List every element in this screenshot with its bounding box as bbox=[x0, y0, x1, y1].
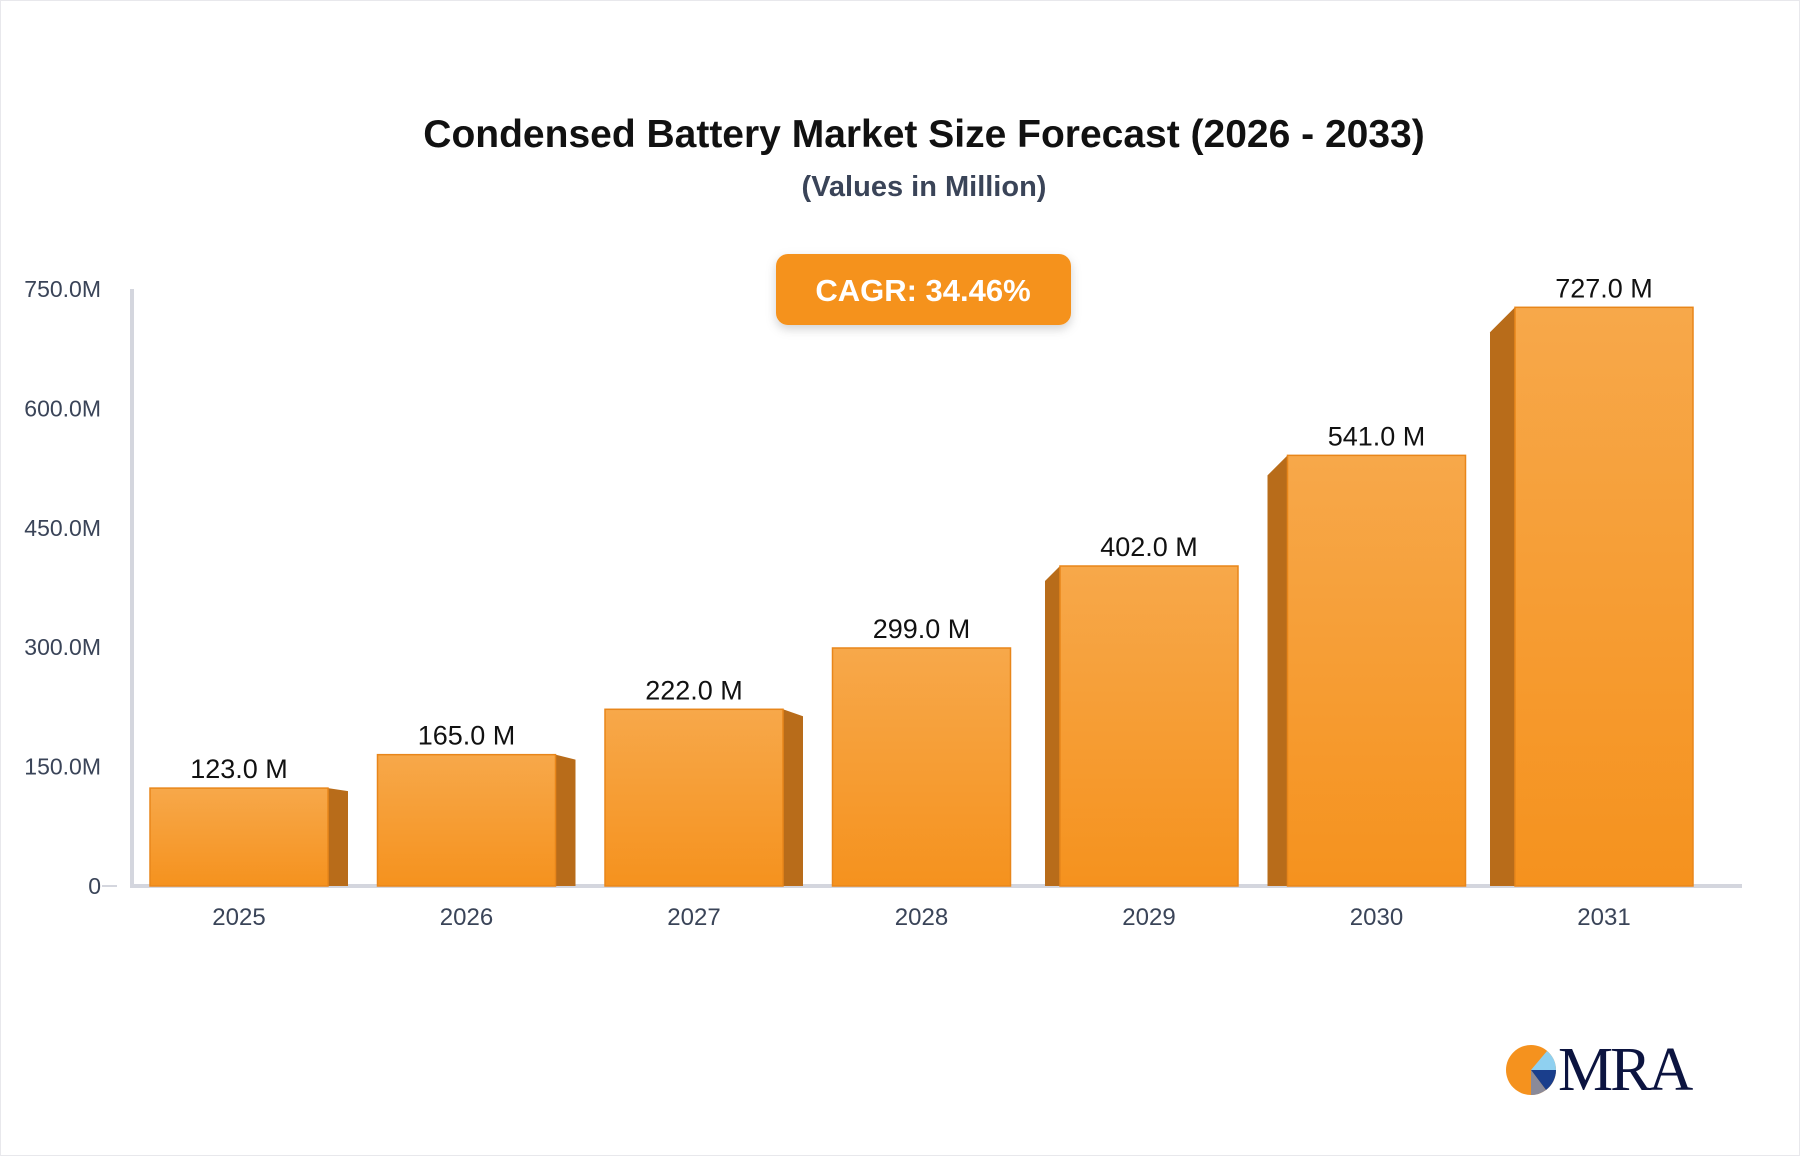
bar-group: 541.0 M 2030 bbox=[1267, 421, 1467, 931]
chart-subtitle: (Values in Million) bbox=[802, 171, 1047, 203]
y-tick-label: 600.0M bbox=[24, 395, 101, 421]
bar-side bbox=[1267, 455, 1288, 886]
bar bbox=[1514, 306, 1694, 887]
bar bbox=[831, 647, 1012, 887]
bar-group: 727.0 M 2031 bbox=[1490, 273, 1694, 931]
bar-group: 165.0 M 2026 bbox=[376, 721, 576, 931]
x-tick-label: 2026 bbox=[440, 904, 493, 931]
bar-side bbox=[1045, 566, 1060, 886]
bar-side bbox=[1490, 307, 1515, 887]
bar bbox=[1059, 565, 1239, 887]
x-tick-label: 2029 bbox=[1122, 904, 1175, 931]
data-label: 123.0 M bbox=[190, 754, 288, 784]
bar bbox=[376, 753, 557, 887]
bar-group: 222.0 M 2027 bbox=[604, 675, 803, 931]
x-tick-label: 2031 bbox=[1577, 904, 1630, 931]
bar-group: 299.0 M 2028 bbox=[831, 614, 1012, 931]
x-tick-label: 2030 bbox=[1350, 904, 1403, 931]
bar-group: 123.0 M 2025 bbox=[149, 754, 348, 931]
data-label: 402.0 M bbox=[1100, 532, 1198, 562]
data-label: 727.0 M bbox=[1555, 273, 1653, 303]
bar-side bbox=[783, 709, 803, 886]
cagr-badge bbox=[776, 254, 1071, 325]
y-tick-label: 0 bbox=[88, 873, 101, 899]
chart-title: Condensed Battery Market Size Forecast (… bbox=[423, 113, 1424, 156]
bar bbox=[604, 708, 784, 887]
bar bbox=[149, 787, 329, 887]
svg-text:MRA: MRA bbox=[1558, 1036, 1693, 1104]
data-label: 299.0 M bbox=[873, 614, 971, 644]
bar bbox=[1286, 454, 1467, 887]
bar-group: 402.0 M 2029 bbox=[1045, 532, 1239, 931]
mra-logo: MRA bbox=[1506, 1036, 1696, 1104]
y-tick-label: 150.0M bbox=[24, 754, 101, 780]
bar-side bbox=[555, 754, 576, 886]
x-tick-label: 2028 bbox=[895, 904, 948, 931]
y-tick-label: 450.0M bbox=[24, 515, 101, 541]
y-tick-label: 300.0M bbox=[24, 634, 101, 660]
data-label: 165.0 M bbox=[418, 721, 516, 751]
data-label: 541.0 M bbox=[1328, 421, 1426, 451]
x-tick-label: 2025 bbox=[212, 904, 265, 931]
data-label: 222.0 M bbox=[645, 675, 743, 705]
cagr-badge-text: CAGR: 34.46% bbox=[815, 273, 1030, 308]
x-tick-label: 2027 bbox=[667, 904, 720, 931]
bar-side bbox=[328, 788, 348, 886]
y-tick-label: 750.0M bbox=[24, 276, 101, 302]
